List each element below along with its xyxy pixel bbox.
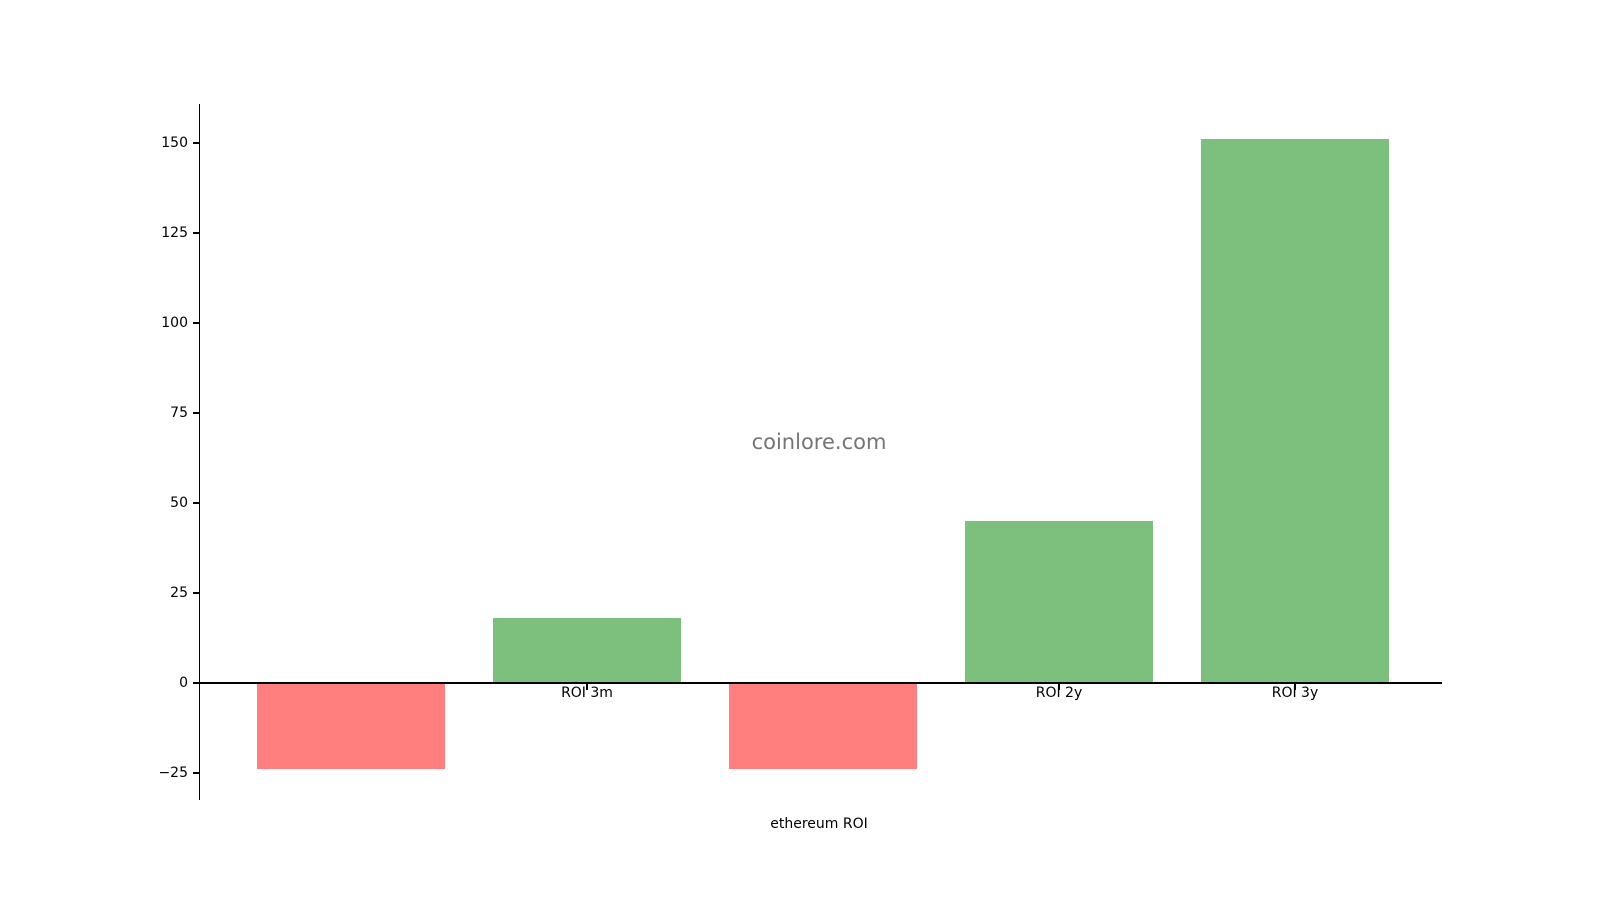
y-tick-mark: [193, 412, 199, 414]
y-tick-mark: [193, 592, 199, 594]
watermark-text: coinlore.com: [751, 430, 887, 454]
y-tick-label: 100: [161, 315, 188, 331]
y-tick-mark: [193, 322, 199, 324]
y-tick-mark: [193, 502, 199, 504]
y-tick-label: 125: [161, 225, 188, 241]
y-tick-label: 0: [179, 675, 188, 691]
x-tick-label: ROI 3m: [561, 685, 613, 701]
bar: [1201, 139, 1389, 683]
x-tick-label: ROI 2y: [1035, 685, 1083, 701]
y-tick-label: 75: [170, 405, 188, 421]
x-axis-zero-line: [198, 682, 1442, 684]
bar: [257, 683, 445, 770]
y-tick-mark: [193, 232, 199, 234]
y-tick-mark: [193, 142, 199, 144]
x-tick-mark: [586, 683, 588, 690]
x-tick-label: ROI 3y: [1271, 685, 1319, 701]
bar: [965, 521, 1153, 683]
x-axis-title: ethereum ROI: [770, 816, 868, 832]
bar: [493, 618, 681, 683]
x-tick-mark: [1058, 683, 1060, 690]
y-tick-label: 50: [170, 495, 188, 511]
bar: [729, 683, 917, 770]
y-tick-mark: [193, 682, 199, 684]
x-tick-mark: [1294, 683, 1296, 690]
y-tick-label: −25: [158, 765, 188, 781]
y-tick-mark: [193, 772, 199, 774]
y-tick-label: 25: [170, 585, 188, 601]
y-axis-line: [198, 104, 200, 800]
y-tick-label: 150: [161, 135, 188, 151]
